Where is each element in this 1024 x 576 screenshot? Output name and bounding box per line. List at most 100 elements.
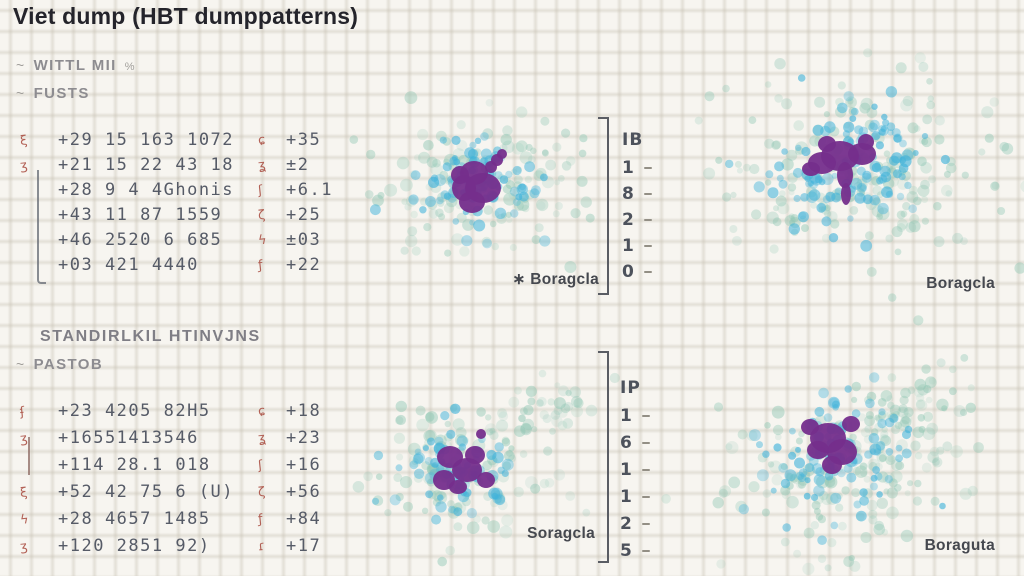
row-marker-2-icon: ƒ	[257, 512, 264, 528]
table-row: ʄ +23 4205 82H5 ɕ +18	[19, 397, 358, 424]
tick-label: 1	[620, 487, 632, 507]
axis-tick: 1	[620, 487, 650, 507]
core-blob	[451, 149, 507, 213]
axis-header: IB	[622, 130, 644, 150]
tilde-icon: ~	[16, 57, 26, 73]
top-row-bracket	[598, 117, 609, 295]
row-values: +03 421 4440	[58, 254, 199, 275]
tick-label: 1	[622, 236, 634, 256]
row-marker-2-icon: ζ	[257, 207, 266, 224]
bottom-row-bracket	[598, 351, 609, 563]
tick-label: 2	[622, 210, 634, 230]
row-marker-icon: ϟ	[19, 512, 30, 528]
axis-bottom: IP 1 6 1 1 2 5	[620, 378, 650, 561]
table-row: ξ +29 15 163 1072 ɕ +35	[19, 127, 358, 152]
tick-mark-icon	[641, 442, 650, 444]
legend-line-2-label: FUSTS	[33, 85, 90, 102]
row-values: +52 42 75 6 (U)	[58, 481, 235, 502]
row-marker-icon: ξ	[19, 133, 29, 149]
tick-mark-icon	[643, 271, 652, 273]
bottom-table-line	[28, 437, 30, 475]
table-row: +46 2520 6 685 ϟ ±03	[20, 227, 358, 252]
table-row: ξ +52 42 75 6 (U) ζ +56	[19, 478, 358, 505]
row-values: +114 28.1 018	[58, 454, 211, 475]
streak-cloud	[486, 369, 620, 456]
axis-header: IP	[620, 378, 641, 398]
tilde-icon: ~	[16, 85, 26, 101]
row-values: +16551413546	[58, 427, 199, 448]
section-2-subheader: ~ PASTOB	[16, 356, 103, 373]
row-value-2: ±2	[286, 154, 310, 175]
tick-mark-icon	[643, 167, 652, 169]
row-marker-icon	[20, 463, 58, 467]
tick-mark-icon	[643, 245, 652, 247]
row-value-2: +6.1	[286, 179, 333, 200]
density-svg	[694, 48, 1024, 326]
axis-tick: 2	[622, 210, 652, 230]
top-table: ξ +29 15 163 1072 ɕ +35 ʒ +21 15 22 43 1…	[19, 127, 358, 277]
tick-mark-icon	[641, 523, 650, 525]
density-svg	[349, 91, 595, 273]
row-marker-2-icon: ɕ	[257, 132, 266, 149]
legend-line-2: ~ FUSTS	[16, 85, 90, 102]
tick-label: 1	[622, 158, 634, 178]
axis-tick: 6	[620, 433, 650, 453]
row-marker-2-icon: ʃ	[257, 458, 264, 474]
row-marker-icon: ʄ	[19, 404, 26, 420]
table-row: ϟ +28 4657 1485 ƒ +84	[19, 505, 358, 532]
tick-mark-icon	[641, 415, 650, 417]
row-marker-icon: ʒ	[19, 431, 29, 447]
row-marker-icon: ʒ	[19, 539, 29, 555]
row-value-2: ±03	[286, 229, 322, 250]
tick-mark-icon	[641, 550, 650, 552]
plot-bottom-middle: Soragcla	[352, 363, 620, 567]
axis-top: IB 1 8 2 1 0	[622, 130, 652, 282]
axis-tick: 1	[620, 406, 650, 426]
tick-label: 8	[622, 184, 634, 204]
table-row: +03 421 4440 ƒ +22	[20, 252, 358, 277]
axis-tick: 1	[622, 236, 652, 256]
axis-tick: 5	[620, 541, 650, 561]
row-values: +28 9 4 4Ghonis	[58, 179, 235, 200]
tick-mark-icon	[641, 469, 650, 471]
row-value-2: +84	[286, 508, 322, 529]
tick-mark-icon	[641, 496, 650, 498]
row-value-2: +35	[286, 129, 322, 150]
core-blob	[801, 416, 860, 474]
row-marker-2-icon: ɾ	[257, 538, 266, 555]
legend-line-1: ~ WITTL MII %	[16, 57, 136, 74]
row-values: +43 11 87 1559	[58, 204, 223, 225]
row-marker-2-icon: ʓ	[257, 157, 267, 174]
row-value-2: +56	[286, 481, 322, 502]
section-2-header: STANDIRLKIL HTINVJNS	[40, 328, 261, 345]
row-marker-2-icon: ƒ	[257, 258, 264, 274]
row-value-2: +22	[286, 254, 322, 275]
axis-tick: 1	[622, 158, 652, 178]
plot-label: Soragcla	[527, 525, 595, 542]
legend-line-1-mark-icon: %	[124, 61, 136, 73]
density-svg	[352, 369, 620, 567]
streak-cloud	[832, 354, 975, 464]
row-marker-2-icon: ʓ	[257, 430, 267, 447]
tick-mark-icon	[643, 193, 652, 195]
row-values: +21 15 22 43 18	[58, 154, 235, 175]
density-svg	[661, 354, 984, 575]
row-value-2: +23	[286, 427, 322, 448]
table-row: ʒ +16551413546 ʓ +23	[19, 424, 358, 451]
plot-label: Boragcla	[926, 275, 995, 292]
table-row: ʒ +120 2851 92) ɾ +17	[19, 532, 358, 559]
tilde-icon: ~	[16, 356, 26, 372]
table-row: +114 28.1 018 ʃ +16	[20, 451, 358, 478]
table-row: ʒ +21 15 22 43 18 ʓ ±2	[19, 152, 358, 177]
axis-tick: 8	[622, 184, 652, 204]
tick-label: 0	[622, 262, 634, 282]
table-row: +43 11 87 1559 ζ +25	[20, 202, 358, 227]
bottom-table: ʄ +23 4205 82H5 ɕ +18 ʒ +16551413546 ʓ +…	[19, 397, 358, 559]
row-values: +28 4657 1485	[58, 508, 211, 529]
tick-label: 2	[620, 514, 632, 534]
top-table-bracket	[37, 170, 46, 284]
row-value-2: +17	[286, 535, 322, 556]
table-row: +28 9 4 4Ghonis ʃ +6.1	[20, 177, 358, 202]
plot-top-right: Boragcla	[693, 48, 1024, 326]
